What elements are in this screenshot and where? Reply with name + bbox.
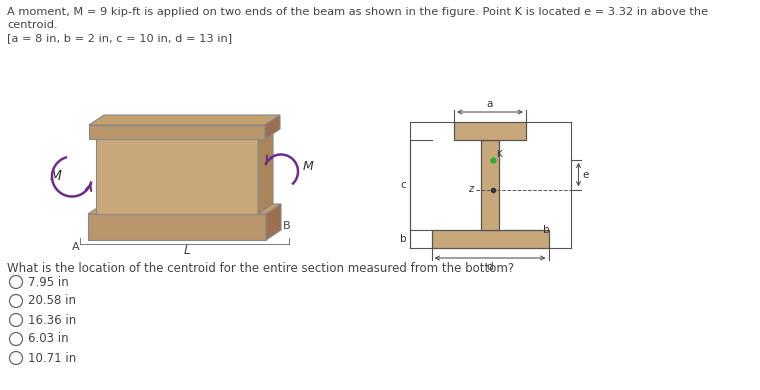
Circle shape: [9, 351, 23, 365]
Text: 20.58 in: 20.58 in: [28, 294, 76, 307]
Polygon shape: [96, 139, 258, 214]
Text: c: c: [401, 180, 407, 190]
Polygon shape: [96, 129, 273, 139]
Circle shape: [9, 333, 23, 346]
Polygon shape: [266, 204, 281, 240]
Bar: [481, 140, 499, 230]
Polygon shape: [88, 214, 266, 240]
Polygon shape: [88, 204, 281, 214]
Text: centroid.: centroid.: [7, 20, 58, 30]
Bar: [454, 122, 526, 140]
Text: b: b: [400, 234, 407, 244]
Text: e: e: [582, 170, 589, 179]
Text: 7.95 in: 7.95 in: [28, 275, 68, 289]
Text: z: z: [468, 184, 473, 195]
Text: [a = 8 in, b = 2 in, c = 10 in, d = 13 in]: [a = 8 in, b = 2 in, c = 10 in, d = 13 i…: [7, 33, 232, 43]
Polygon shape: [89, 115, 280, 125]
Text: M: M: [303, 160, 314, 173]
Text: b: b: [543, 225, 549, 235]
Text: L: L: [183, 244, 191, 257]
Circle shape: [9, 275, 23, 289]
Text: B: B: [283, 221, 290, 231]
Text: K: K: [496, 150, 502, 159]
Text: A moment, M = 9 kip-ft is applied on two ends of the beam as shown in the figure: A moment, M = 9 kip-ft is applied on two…: [7, 7, 708, 17]
Text: a: a: [487, 99, 493, 109]
Text: 16.36 in: 16.36 in: [28, 314, 76, 326]
Text: M: M: [50, 170, 62, 184]
Text: A: A: [72, 242, 80, 252]
Text: 10.71 in: 10.71 in: [28, 351, 76, 365]
Bar: [432, 230, 549, 248]
Circle shape: [9, 314, 23, 326]
Polygon shape: [89, 125, 265, 139]
Polygon shape: [265, 115, 280, 139]
Polygon shape: [258, 129, 273, 214]
Text: 6.03 in: 6.03 in: [28, 333, 68, 346]
Text: d: d: [486, 262, 493, 272]
Text: What is the location of the centroid for the entire section measured from the bo: What is the location of the centroid for…: [7, 262, 514, 275]
Circle shape: [9, 294, 23, 307]
